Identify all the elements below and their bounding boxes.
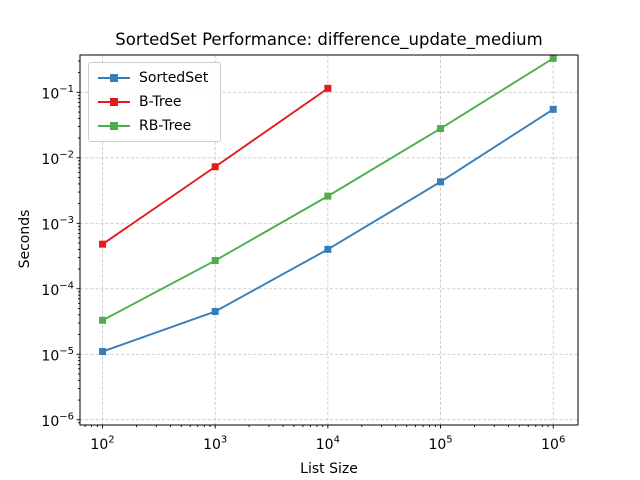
- data-point-rb-tree: [99, 316, 107, 324]
- legend-swatch-sortedset: [98, 73, 130, 83]
- legend-item-b-tree: B-Tree: [98, 94, 208, 110]
- data-point-sortedset: [437, 178, 445, 186]
- legend-item-rb-tree: RB-Tree: [98, 118, 208, 134]
- data-point-rb-tree: [549, 54, 557, 62]
- legend-label-rb-tree: RB-Tree: [139, 118, 192, 134]
- legend-item-sortedset: SortedSet: [98, 70, 208, 86]
- series-sortedset: [99, 105, 557, 356]
- series-b-tree: [99, 84, 332, 248]
- data-point-sortedset: [324, 245, 332, 253]
- tick-label: 10−4: [41, 280, 74, 299]
- tick-label: 106: [541, 435, 565, 454]
- data-point-b-tree: [99, 240, 107, 248]
- legend-swatch-b-tree: [98, 97, 130, 107]
- x-tick-labels: 102 103 104 105 106: [90, 435, 565, 454]
- data-point-rb-tree: [437, 125, 445, 133]
- legend-label-sortedset: SortedSet: [139, 70, 209, 86]
- chart-title: SortedSet Performance: difference_update…: [115, 30, 543, 49]
- data-point-rb-tree: [324, 192, 332, 200]
- tick-label: 10−1: [41, 84, 74, 103]
- tick-label: 103: [203, 435, 227, 454]
- tick-label: 104: [316, 435, 340, 454]
- tick-label: 10−2: [41, 149, 74, 168]
- data-point-b-tree: [324, 84, 332, 92]
- tick-label: 10−5: [41, 346, 74, 365]
- y-tick-labels: 10−6 10−5 10−4 10−3 10−2 10−1: [41, 84, 74, 430]
- plot-frame: [79, 54, 579, 426]
- tick-label: 105: [428, 435, 452, 454]
- data-point-sortedset: [99, 348, 107, 356]
- data-point-b-tree: [211, 163, 219, 171]
- series-rb-tree: [99, 54, 557, 324]
- tick-label: 10−6: [41, 411, 74, 430]
- tick-label: 10−3: [41, 215, 74, 234]
- data-point-sortedset: [211, 307, 219, 315]
- legend-swatch-rb-tree: [98, 121, 130, 131]
- legend: SortedSet B-Tree RB-Tree: [88, 62, 222, 142]
- data-point-sortedset: [549, 105, 557, 113]
- tick-label: 102: [90, 435, 114, 454]
- legend-label-b-tree: B-Tree: [139, 94, 182, 110]
- x-axis-label: List Size: [300, 461, 358, 477]
- y-axis-label: Seconds: [17, 209, 33, 269]
- data-point-rb-tree: [211, 257, 219, 265]
